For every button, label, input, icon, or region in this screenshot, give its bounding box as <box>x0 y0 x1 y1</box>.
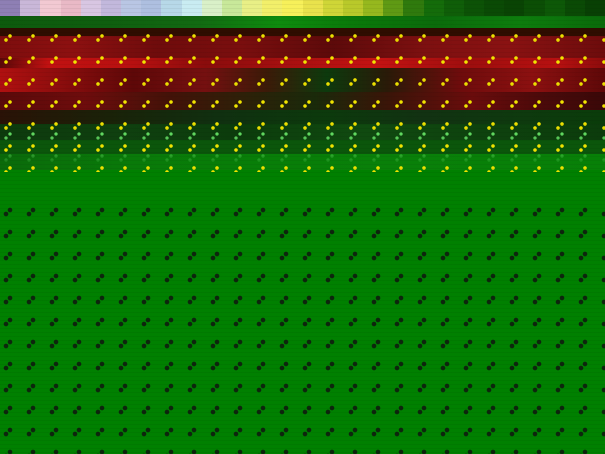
noise-cell-10 <box>201 0 222 16</box>
noise-strip <box>0 0 605 16</box>
noise-cell-12 <box>242 0 263 16</box>
noise-cell-19 <box>383 0 404 16</box>
green-field <box>0 170 605 454</box>
noise-cell-17 <box>342 0 364 16</box>
noise-cell-22 <box>443 0 464 16</box>
noise-cell-4 <box>80 0 101 16</box>
noise-cell-29 <box>584 0 605 16</box>
noise-cell-1 <box>20 0 41 16</box>
noise-cell-18 <box>363 0 384 16</box>
noise-cell-27 <box>544 0 565 16</box>
transition-band-2 <box>0 124 605 140</box>
noise-cell-21 <box>423 0 444 16</box>
noise-cell-26 <box>524 0 545 16</box>
noise-cell-28 <box>564 0 585 16</box>
noise-cell-3 <box>60 0 81 16</box>
dark-red-band <box>0 28 605 36</box>
noise-cell-25 <box>504 0 525 16</box>
red-green-mixed-band <box>0 68 605 92</box>
transition-band-1 <box>0 110 605 124</box>
red-fade-band <box>0 92 605 110</box>
bright-red-stripe <box>0 58 605 68</box>
noise-cell-5 <box>100 0 122 16</box>
noise-cell-14 <box>282 0 303 16</box>
red-band <box>0 36 605 58</box>
noise-cell-23 <box>463 0 485 16</box>
noise-cell-9 <box>181 0 202 16</box>
noise-cell-7 <box>141 0 162 16</box>
noise-cell-15 <box>302 0 323 16</box>
noise-cell-16 <box>322 0 343 16</box>
transition-band-4 <box>0 154 605 170</box>
noise-cell-0 <box>0 0 21 16</box>
noise-cell-2 <box>40 0 61 16</box>
noise-cell-24 <box>484 0 505 16</box>
noise-cell-13 <box>262 0 283 16</box>
noise-cell-11 <box>221 0 243 16</box>
transition-band-3 <box>0 140 605 154</box>
noise-cell-8 <box>161 0 182 16</box>
green-band-gradient <box>0 16 605 28</box>
noise-cell-20 <box>403 0 424 16</box>
noise-cell-6 <box>121 0 142 16</box>
